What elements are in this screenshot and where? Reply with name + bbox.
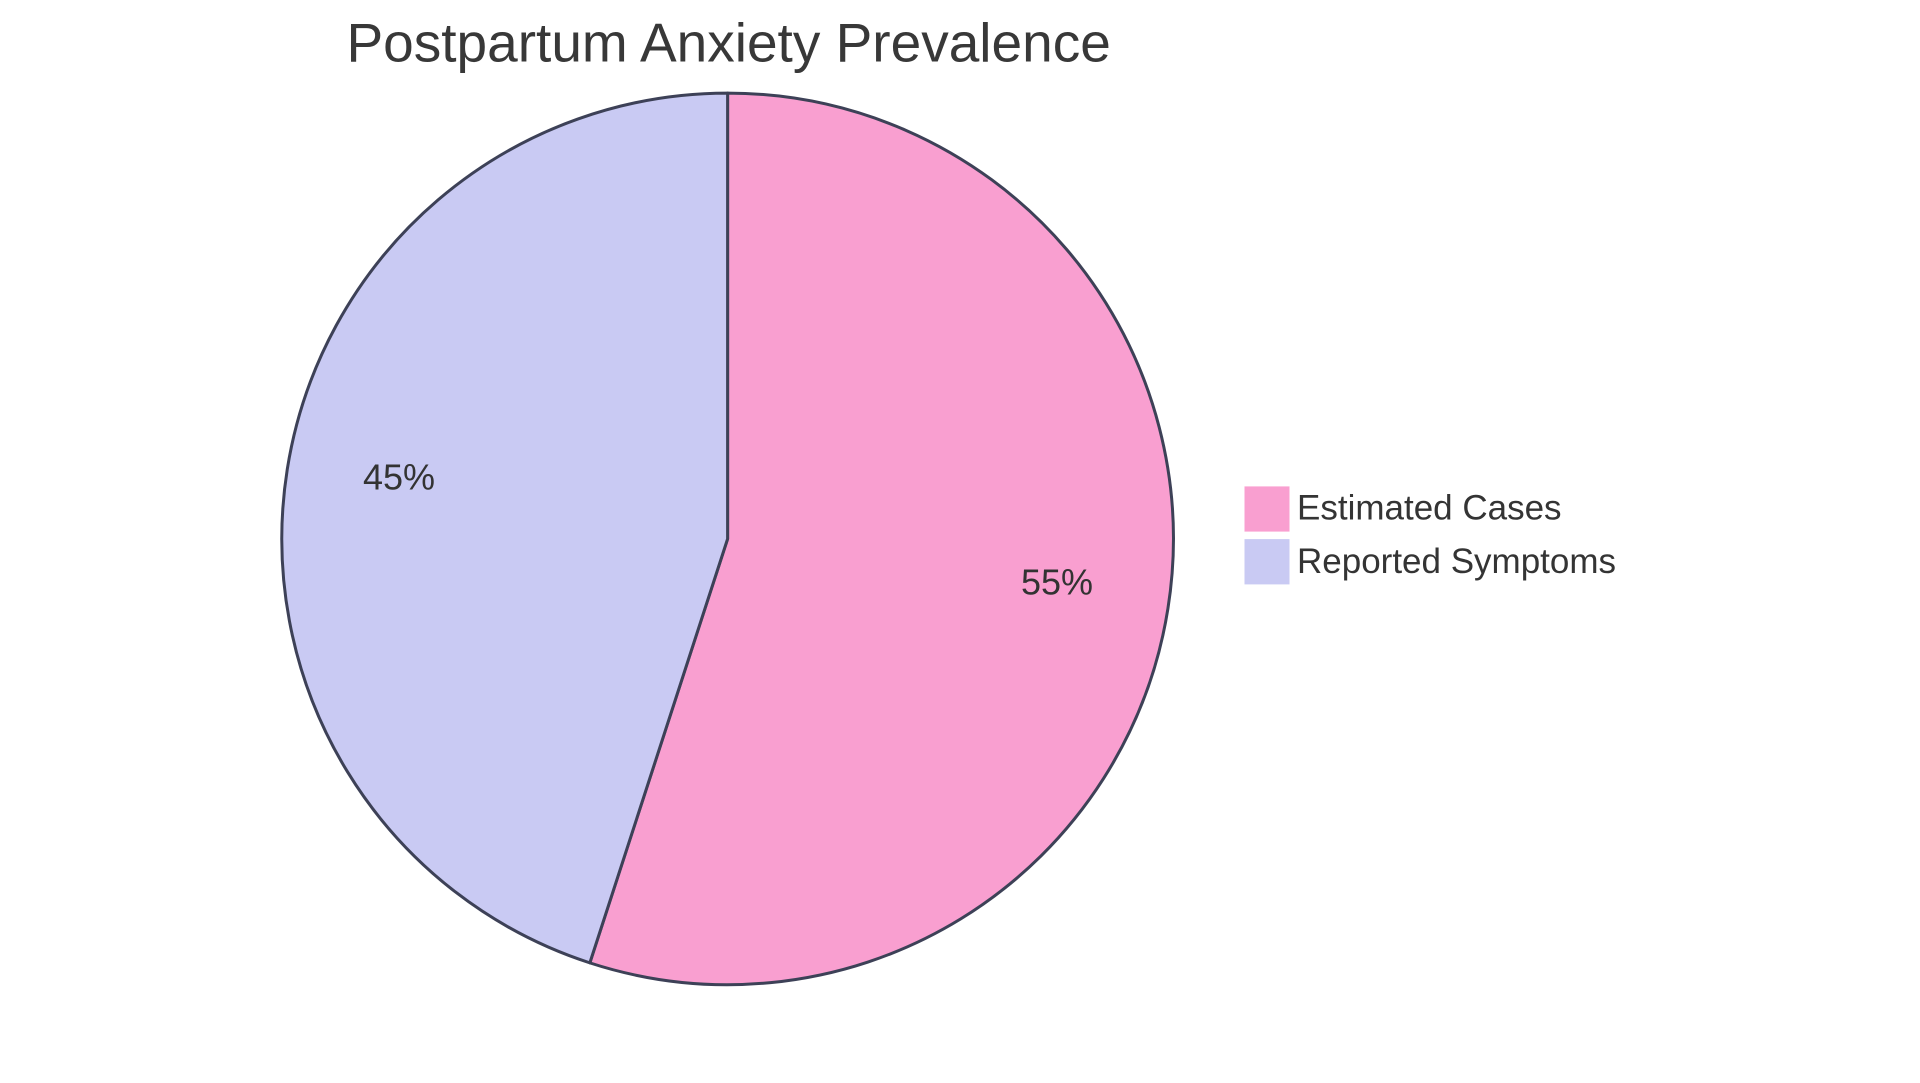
svg-text:Postpartum Anxiety Prevalence: Postpartum Anxiety Prevalence — [347, 12, 1111, 74]
svg-text:Estimated Cases: Estimated Cases — [1297, 489, 1562, 528]
svg-text:55%: 55% — [1021, 562, 1093, 603]
svg-text:Reported Symptoms: Reported Symptoms — [1297, 542, 1616, 581]
svg-text:45%: 45% — [363, 457, 435, 498]
